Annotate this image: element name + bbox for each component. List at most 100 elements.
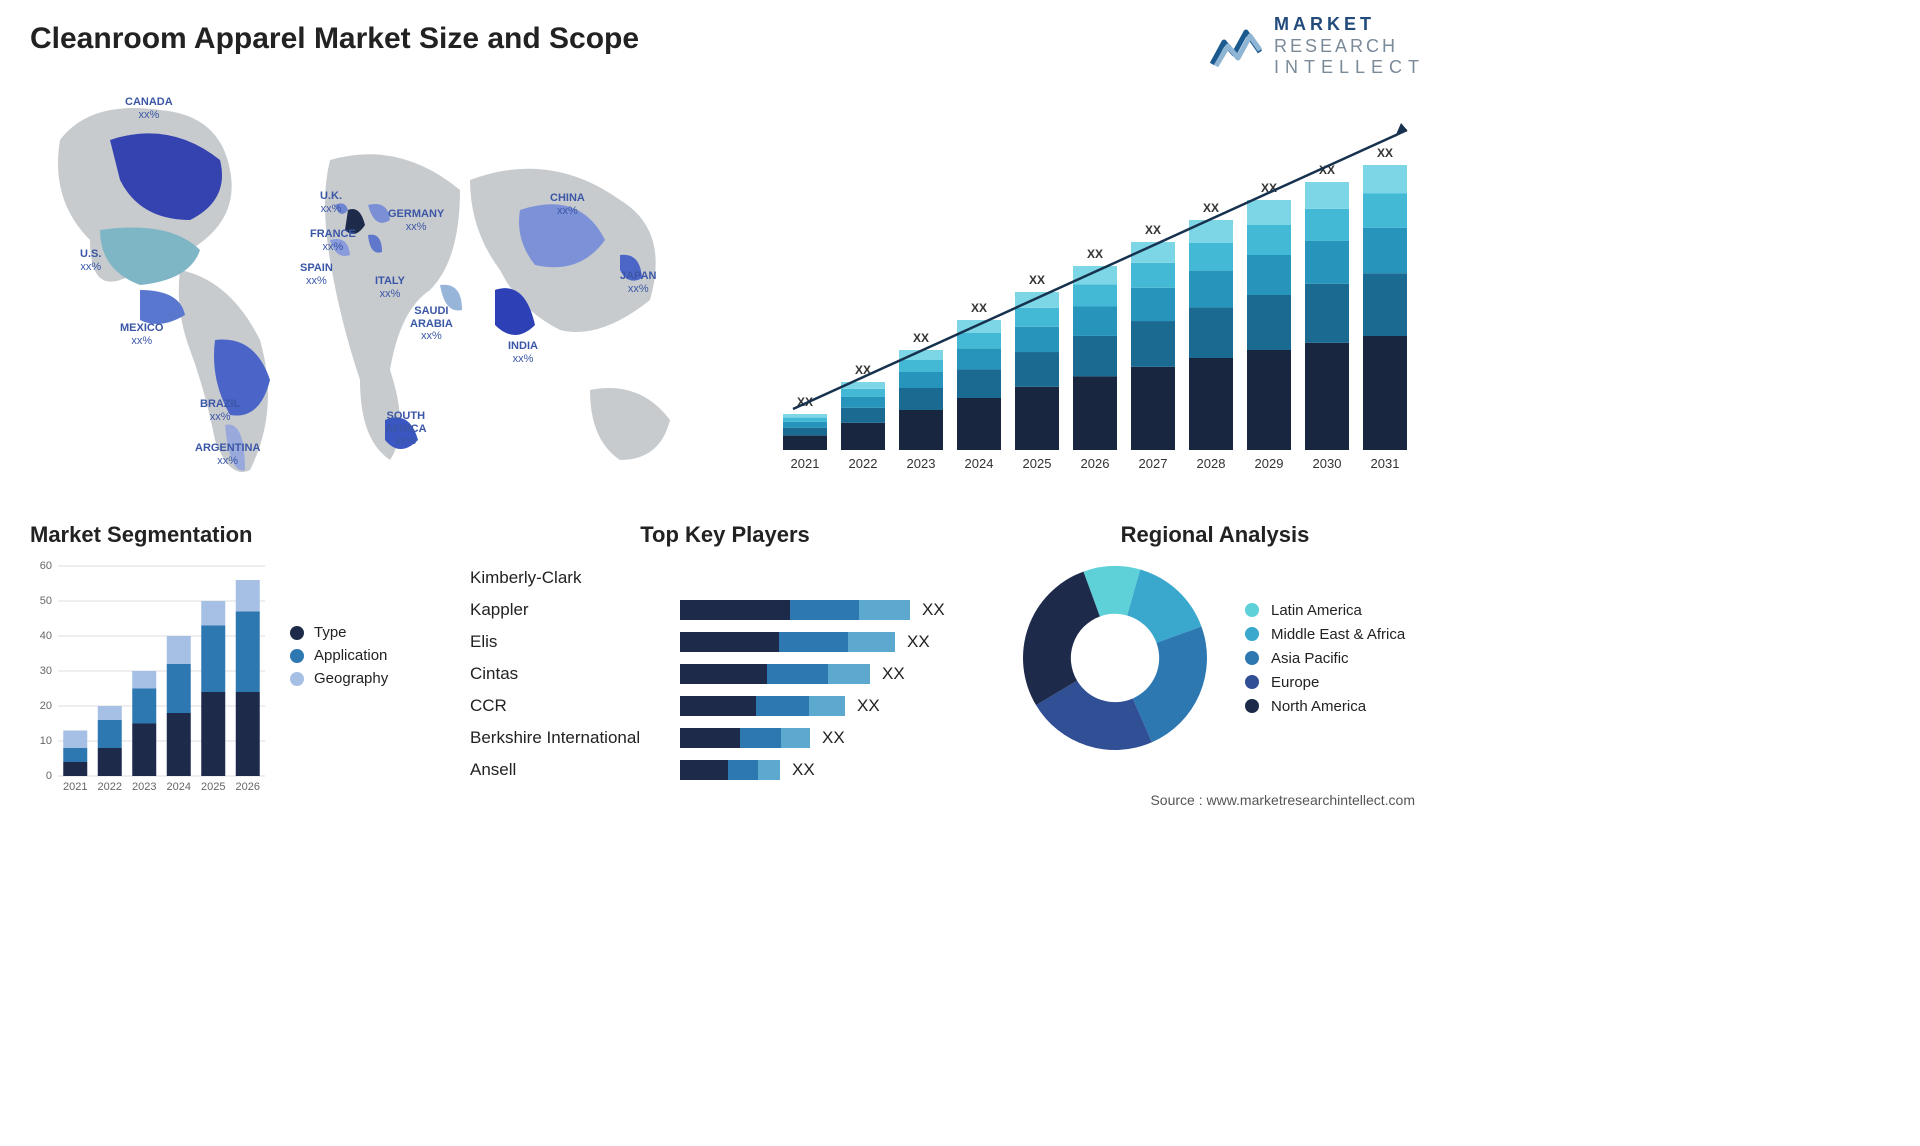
regional-title: Regional Analysis — [1015, 522, 1415, 548]
map-label-china: CHINAxx% — [550, 192, 585, 217]
svg-text:2021: 2021 — [791, 456, 820, 471]
region-legend-middle-east-africa: Middle East & Africa — [1245, 626, 1405, 643]
svg-text:2021: 2021 — [63, 781, 87, 793]
map-label-brazil: BRAZILxx% — [200, 398, 240, 423]
svg-text:2024: 2024 — [965, 456, 994, 471]
map-label-spain: SPAINxx% — [300, 262, 333, 287]
svg-text:60: 60 — [40, 560, 52, 572]
player-value: XX — [822, 728, 845, 748]
logo-icon — [1210, 24, 1262, 68]
map-label-south-africa: SOUTHAFRICAxx% — [385, 410, 427, 448]
player-bar — [680, 696, 845, 716]
map-label-saudi-arabia: SAUDIARABIAxx% — [410, 305, 453, 343]
map-label-u.k.: U.K.xx% — [320, 190, 342, 215]
svg-text:20: 20 — [40, 700, 52, 712]
svg-text:XX: XX — [1029, 273, 1045, 287]
seg-legend-geography: Geography — [290, 670, 388, 687]
svg-text:2027: 2027 — [1139, 456, 1168, 471]
player-row-berkshire-international: Berkshire International XX — [470, 722, 980, 754]
growth-bar-chart: XX 2021 XX 2022 XX 2023 XX 2024 XX 2025 XX 2026 XX 20… — [775, 110, 1415, 480]
player-name: Ansell — [470, 760, 680, 780]
svg-text:2022: 2022 — [98, 781, 122, 793]
player-name: CCR — [470, 696, 680, 716]
player-name: Elis — [470, 632, 680, 652]
regional-donut — [1015, 558, 1215, 758]
player-row-cintas: Cintas XX — [470, 658, 980, 690]
svg-text:50: 50 — [40, 595, 52, 607]
source-text: Source : www.marketresearchintellect.com — [1150, 792, 1415, 808]
svg-text:10: 10 — [40, 735, 52, 747]
svg-text:XX: XX — [1203, 201, 1219, 215]
svg-text:2026: 2026 — [1081, 456, 1110, 471]
player-name: Cintas — [470, 664, 680, 684]
player-value: XX — [882, 664, 905, 684]
players-title: Top Key Players — [470, 522, 980, 548]
player-row-ansell: Ansell XX — [470, 754, 980, 786]
svg-text:XX: XX — [971, 301, 987, 315]
svg-text:30: 30 — [40, 665, 52, 677]
svg-text:XX: XX — [1145, 223, 1161, 237]
player-value: XX — [857, 696, 880, 716]
svg-text:2028: 2028 — [1197, 456, 1226, 471]
player-bar — [680, 728, 810, 748]
svg-text:0: 0 — [46, 770, 52, 782]
svg-text:2024: 2024 — [167, 781, 191, 793]
svg-text:2023: 2023 — [132, 781, 156, 793]
map-label-india: INDIAxx% — [508, 340, 538, 365]
svg-text:2029: 2029 — [1255, 456, 1284, 471]
svg-text:XX: XX — [913, 331, 929, 345]
map-label-france: FRANCExx% — [310, 228, 356, 253]
player-value: XX — [907, 632, 930, 652]
player-row-kappler: Kappler XX — [470, 594, 980, 626]
segmentation-section: Market Segmentation 0 10 20 30 40 50 60 2021 202… — [30, 522, 450, 798]
map-label-mexico: MEXICOxx% — [120, 322, 163, 347]
svg-text:2023: 2023 — [907, 456, 936, 471]
region-legend-north-america: North America — [1245, 698, 1405, 715]
segmentation-chart: 0 10 20 30 40 50 60 2021 2022 2023 2024 2025 2026 — [30, 558, 270, 798]
player-value: XX — [792, 760, 815, 780]
map-label-italy: ITALYxx% — [375, 275, 405, 300]
logo-line-3: INTELLECT — [1274, 57, 1425, 79]
regional-section: Regional Analysis Latin America Middle Ea… — [1015, 522, 1415, 758]
player-bar — [680, 600, 910, 620]
map-label-canada: CANADAxx% — [125, 96, 173, 121]
seg-legend-application: Application — [290, 647, 388, 664]
brand-logo: MARKET RESEARCH INTELLECT — [1210, 14, 1425, 79]
map-label-u.s.: U.S.xx% — [80, 248, 101, 273]
logo-line-2: RESEARCH — [1274, 36, 1425, 58]
logo-line-1: MARKET — [1274, 14, 1425, 36]
map-label-japan: JAPANxx% — [620, 270, 656, 295]
segmentation-legend: Type Application Geography — [290, 618, 388, 693]
player-name: Berkshire International — [470, 728, 680, 748]
players-list: Kimberly-ClarkKapplerXXElisXXCintasXXCCR… — [470, 562, 980, 786]
svg-text:2031: 2031 — [1371, 456, 1400, 471]
regional-legend: Latin America Middle East & Africa Asia Pa… — [1245, 595, 1405, 722]
player-value: XX — [922, 600, 945, 620]
player-name: Kimberly-Clark — [470, 568, 680, 588]
seg-legend-type: Type — [290, 624, 388, 641]
player-row-elis: Elis XX — [470, 626, 980, 658]
map-label-germany: GERMANYxx% — [388, 208, 444, 233]
player-bar — [680, 760, 780, 780]
player-bar — [680, 664, 870, 684]
region-legend-asia-pacific: Asia Pacific — [1245, 650, 1405, 667]
player-row-kimberly-clark: Kimberly-Clark — [470, 562, 980, 594]
world-map: CANADAxx% U.S.xx% MEXICOxx% BRAZILxx% ARGENT… — [30, 80, 690, 500]
region-legend-latin-america: Latin America — [1245, 602, 1405, 619]
page-title: Cleanroom Apparel Market Size and Scope — [30, 22, 639, 56]
svg-text:40: 40 — [40, 630, 52, 642]
player-row-ccr: CCR XX — [470, 690, 980, 722]
svg-text:2030: 2030 — [1313, 456, 1342, 471]
region-legend-europe: Europe — [1245, 674, 1405, 691]
svg-text:2026: 2026 — [236, 781, 260, 793]
player-name: Kappler — [470, 600, 680, 620]
svg-text:XX: XX — [1377, 146, 1393, 160]
svg-text:XX: XX — [1087, 247, 1103, 261]
map-label-argentina: ARGENTINAxx% — [195, 442, 260, 467]
player-bar — [680, 632, 895, 652]
svg-text:2025: 2025 — [201, 781, 225, 793]
key-players-section: Top Key Players Kimberly-ClarkKapplerXXE… — [470, 522, 980, 786]
svg-text:2022: 2022 — [849, 456, 878, 471]
segmentation-title: Market Segmentation — [30, 522, 450, 548]
svg-text:2025: 2025 — [1023, 456, 1052, 471]
